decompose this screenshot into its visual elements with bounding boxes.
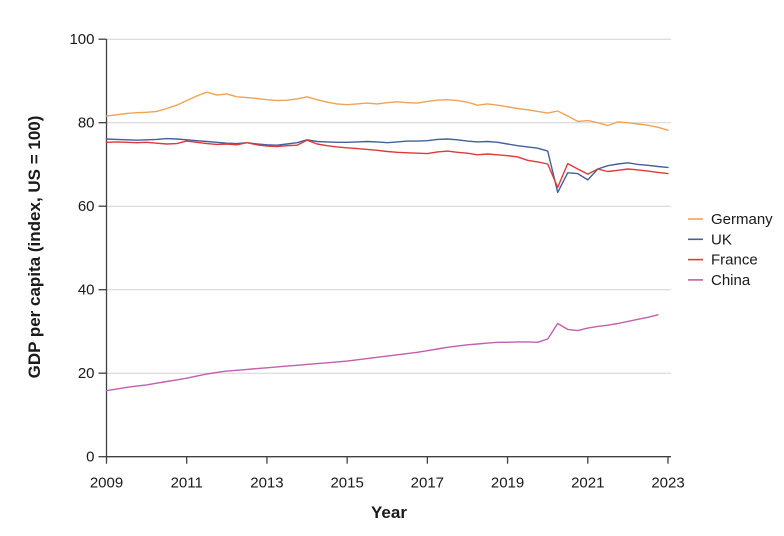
y-tick-label: 100 xyxy=(69,31,94,48)
legend-label-uk: UK xyxy=(711,231,732,248)
y-tick-label: 60 xyxy=(78,198,95,215)
y-axis-title: GDP per capita (index, US = 100) xyxy=(25,116,44,379)
legend-label-france: France xyxy=(711,252,758,269)
y-tick-label: 20 xyxy=(78,365,95,382)
x-tick-label: 2023 xyxy=(651,475,684,492)
series-line-uk xyxy=(105,137,669,194)
x-tick-label: 2021 xyxy=(571,475,604,492)
x-tick-label: 2013 xyxy=(250,475,283,492)
legend-item-uk: UK xyxy=(688,231,732,248)
x-tick-label: 2017 xyxy=(411,475,444,492)
legend-label-germany: Germany xyxy=(711,211,773,228)
series-line-france xyxy=(105,139,669,189)
y-tick-label: 40 xyxy=(78,282,95,299)
tick-labels: 0 20 40 60 80 100 2009 2011 2013 2015 2017 2019 2021… xyxy=(69,31,684,492)
series-line-germany xyxy=(105,91,669,131)
axes xyxy=(98,38,671,464)
legend-item-germany: Germany xyxy=(688,211,773,228)
legend-label-china: China xyxy=(711,272,751,289)
x-tick-label: 2015 xyxy=(330,475,363,492)
x-axis-title: Year xyxy=(371,503,407,522)
y-tick-label: 80 xyxy=(78,115,95,132)
y-tick-label: 0 xyxy=(86,449,94,466)
data-series xyxy=(105,91,669,392)
x-tick-label: 2009 xyxy=(90,475,123,492)
series-line-china xyxy=(105,314,659,392)
x-tick-label: 2019 xyxy=(491,475,524,492)
legend-item-china: China xyxy=(688,272,751,289)
legend-item-france: France xyxy=(688,252,758,269)
x-tick-label: 2011 xyxy=(171,475,203,492)
legend: Germany UK France China xyxy=(688,211,773,289)
gridlines xyxy=(106,38,671,374)
